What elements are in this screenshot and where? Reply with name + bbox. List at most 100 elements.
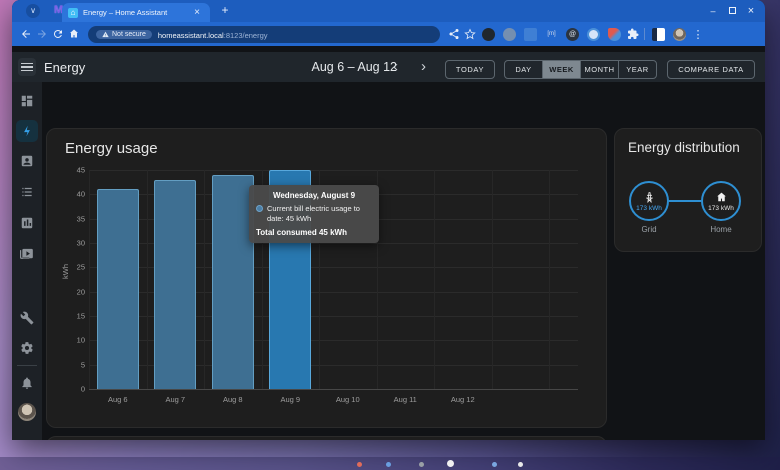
extension-icon[interactable] [482, 27, 495, 41]
gridline [319, 170, 320, 389]
close-tab-icon[interactable]: × [194, 6, 200, 18]
period-month[interactable]: MONTH [581, 61, 619, 78]
grid-value: 173 kWh [636, 204, 662, 212]
extension-icon[interactable] [503, 27, 516, 41]
sidebar-divider [17, 365, 37, 366]
maximize-window-icon[interactable] [725, 4, 739, 17]
extension-icon[interactable] [524, 27, 537, 41]
compare-data-button[interactable]: COMPARE DATA [667, 60, 755, 79]
sidebar-item-dashboard[interactable] [16, 90, 38, 112]
y-axis-ticks: 0 5 10 15 20 25 30 35 40 45 [57, 166, 85, 394]
dock-app-icon[interactable] [419, 462, 424, 467]
ha-sidebar [12, 82, 42, 440]
gridline [376, 170, 378, 389]
sidebar-item-media-browser[interactable] [16, 242, 38, 264]
minimize-window-icon[interactable]: – [710, 6, 716, 16]
gridline [549, 170, 550, 389]
x-tick-label: Aug 11 [393, 395, 417, 404]
sources-card: Sources [46, 436, 607, 440]
dock-app-icon[interactable] [492, 462, 497, 467]
house-icon [716, 192, 726, 201]
sidebar-item-logbook[interactable] [16, 181, 38, 203]
y-tick: 45 [76, 165, 85, 175]
profile-avatar[interactable] [673, 27, 686, 41]
security-chip-label: Not secure [112, 30, 146, 38]
home-node[interactable]: 173 kWh [701, 181, 741, 221]
transmission-tower-icon [645, 191, 653, 203]
usage-bar-aug-6[interactable] [96, 189, 139, 389]
forward-icon[interactable] [34, 26, 50, 42]
home-icon[interactable] [66, 26, 82, 42]
y-tick: 25 [76, 262, 85, 272]
usage-bar-aug-7[interactable] [154, 179, 197, 389]
gridline [204, 170, 205, 389]
x-tick-label: Aug 6 [107, 395, 128, 404]
dock-app-icon[interactable] [386, 462, 391, 467]
extension-icon[interactable] [608, 27, 621, 41]
today-button[interactable]: TODAY [445, 60, 495, 79]
tooltip-series-text: Current bill electric usage to date: 45 … [267, 204, 360, 223]
dock-app-icon[interactable] [518, 462, 523, 467]
dock-app-icon[interactable] [447, 460, 454, 467]
grid-home-link [669, 200, 701, 202]
gridline [146, 170, 148, 389]
usage-bar-aug-8[interactable] [211, 174, 254, 389]
sidebar-item-energy[interactable] [16, 120, 38, 142]
dock-app-icon[interactable] [357, 462, 362, 467]
usage-bar-chart [89, 170, 578, 390]
sidebar-item-developer-tools[interactable] [16, 307, 38, 329]
period-day[interactable]: DAY [505, 61, 543, 78]
y-tick: 40 [76, 189, 85, 199]
close-window-icon[interactable]: × [747, 5, 755, 17]
y-tick: 20 [76, 287, 85, 297]
series-dot-icon [256, 205, 263, 212]
gridline [89, 316, 578, 317]
tooltip-date: Wednesday, August 9 [272, 191, 356, 200]
energy-distribution-card: Energy distribution 173 kWh 173 kWh Grid… [614, 128, 762, 252]
side-panel-icon[interactable] [652, 27, 665, 41]
extension-icon[interactable]: @ [566, 27, 579, 41]
share-icon[interactable] [446, 26, 462, 42]
extension-icon[interactable]: [m] [547, 30, 556, 37]
reload-icon[interactable] [50, 26, 66, 42]
browser-tab-active[interactable]: ⌂ Energy – Home Assistant × [62, 3, 210, 22]
address-bar[interactable]: Not secure homeassistant.local:8123/ener… [88, 25, 440, 43]
sidebar-item-history[interactable] [16, 212, 38, 234]
y-tick: 0 [80, 384, 85, 394]
sidebar-item-map[interactable] [16, 150, 38, 172]
tab-strip: ∨ M ⌂ Energy – Home Assistant × + – × [12, 0, 765, 22]
sidebar-menu-icon[interactable] [18, 58, 36, 76]
grid-node[interactable]: 173 kWh [629, 181, 669, 221]
prev-period-icon[interactable]: ‹ [393, 58, 398, 75]
next-period-icon[interactable]: › [421, 58, 426, 75]
grid-label: Grid [641, 225, 657, 234]
bookmark-star-icon[interactable] [462, 26, 478, 42]
back-icon[interactable] [18, 26, 34, 42]
period-year[interactable]: YEAR [626, 65, 649, 74]
security-chip[interactable]: Not secure [96, 29, 152, 39]
sidebar-item-settings[interactable] [16, 337, 38, 359]
home-value: 173 kWh [708, 204, 734, 212]
gridline [89, 389, 578, 390]
chart-tooltip: Wednesday, August 9 Current bill electri… [249, 185, 379, 243]
period-selector: DAY WEEK MONTH YEAR [504, 60, 657, 79]
x-tick-label: Aug 12 [450, 395, 475, 404]
extensions-puzzle-icon[interactable] [625, 26, 641, 42]
url-host: homeassistant.local [157, 31, 224, 40]
gridline [261, 170, 263, 389]
gridline [491, 170, 493, 389]
period-week[interactable]: WEEK [543, 61, 581, 78]
home-label: Home [710, 225, 732, 234]
new-tab-icon[interactable]: + [221, 3, 229, 17]
energy-usage-title: Energy usage [65, 140, 158, 157]
gridline [89, 243, 578, 244]
page-title: Energy [44, 59, 86, 75]
x-tick-label: Aug 8 [222, 395, 243, 404]
sidebar-item-notifications[interactable] [16, 372, 38, 394]
m-logo-icon[interactable]: M [54, 4, 64, 16]
gridline [89, 291, 578, 293]
browser-menu-icon[interactable]: ⋮ [692, 28, 704, 41]
tab-search-icon[interactable]: ∨ [26, 4, 40, 18]
sidebar-item-profile[interactable] [16, 401, 38, 423]
extension-icon[interactable] [587, 27, 600, 41]
